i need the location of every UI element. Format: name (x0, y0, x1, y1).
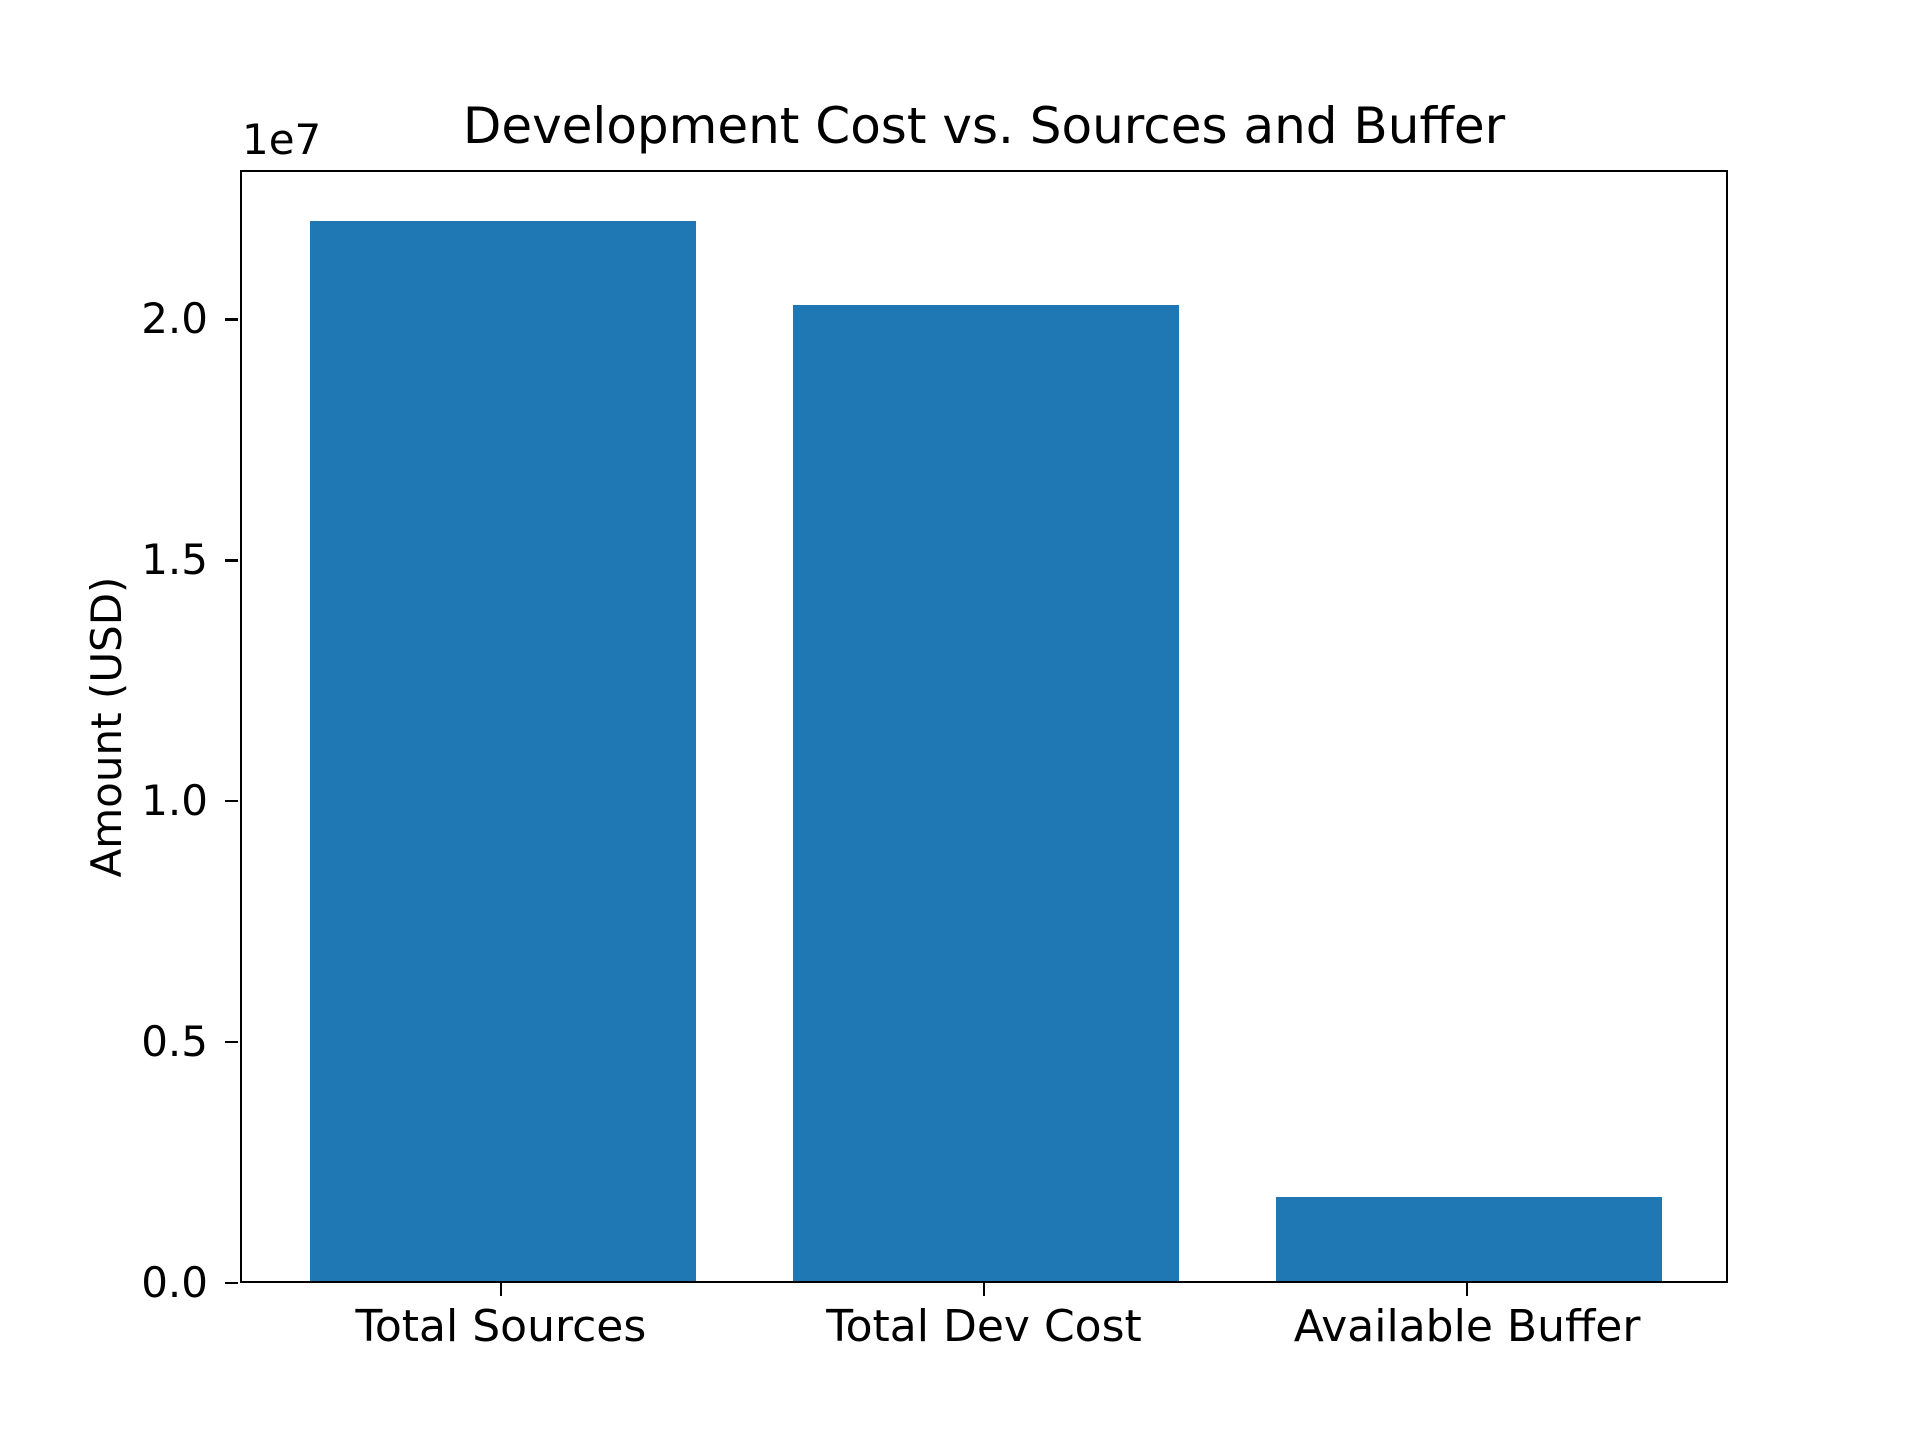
y-tick-label: 1.5 (141, 535, 208, 585)
y-tick (224, 559, 238, 562)
x-tick (1465, 1283, 1469, 1296)
bar-total-dev-cost (792, 305, 1180, 1281)
x-tick-label-total-sources: Total Sources (355, 1301, 647, 1352)
chart-title: Development Cost vs. Sources and Buffer (462, 97, 1506, 155)
x-tick-label-available-buffer: Available Buffer (1293, 1301, 1641, 1352)
y-tick (224, 1040, 238, 1044)
y-tick-label: 0.0 (141, 1258, 208, 1307)
plot-area (240, 170, 1728, 1283)
y-tick-label: 2.0 (141, 294, 208, 344)
bar-available-buffer (1275, 1196, 1663, 1281)
y-tick-label: 1.0 (141, 776, 208, 826)
y-axis-label: Amount (USD) (82, 576, 131, 878)
y-axis-offset-text: 1e7 (242, 115, 322, 164)
x-tick-label-total-dev-cost: Total Dev Cost (826, 1301, 1142, 1352)
x-tick (499, 1283, 503, 1296)
x-tick (982, 1283, 986, 1296)
bar-total-sources (309, 221, 697, 1281)
y-tick (224, 1281, 238, 1285)
y-tick-label: 0.5 (141, 1017, 208, 1067)
y-tick (224, 799, 238, 803)
y-tick (224, 318, 238, 321)
